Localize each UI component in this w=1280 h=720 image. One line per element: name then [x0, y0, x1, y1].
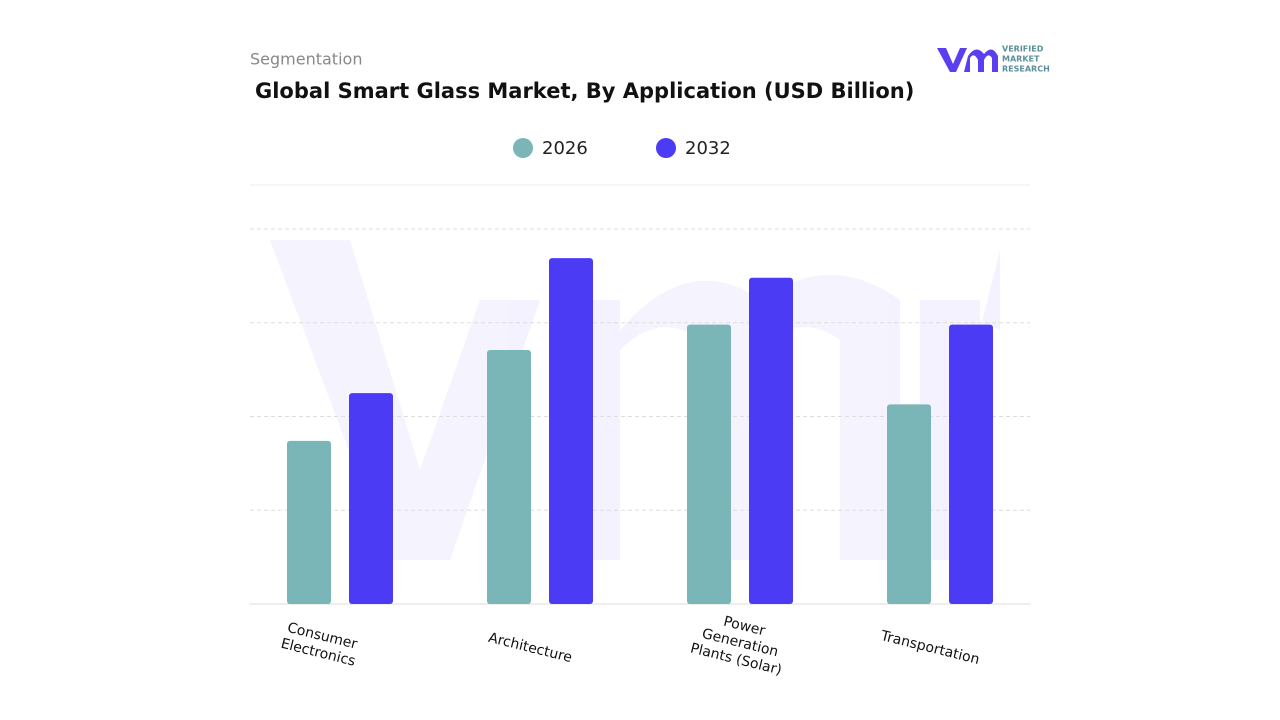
- legend-label: 2032: [685, 138, 731, 159]
- logo-text: MARKET: [1002, 55, 1040, 64]
- bar: [549, 258, 593, 604]
- bar: [749, 277, 793, 604]
- bar: [687, 324, 731, 604]
- bar: [349, 393, 393, 604]
- bar: [287, 440, 331, 604]
- chart-title: Global Smart Glass Market, By Applicatio…: [255, 79, 914, 103]
- legend-swatch: [656, 138, 676, 158]
- bar: [887, 404, 931, 604]
- logo-text: VERIFIED: [1002, 45, 1044, 54]
- bar: [949, 324, 993, 604]
- legend-label: 2026: [542, 138, 588, 159]
- legend-swatch: [513, 138, 533, 158]
- logo-text: RESEARCH: [1002, 65, 1050, 74]
- bar: [487, 349, 531, 604]
- section-label: Segmentation: [250, 50, 362, 69]
- logo: VERIFIED MARKET RESEARCH: [937, 45, 1050, 74]
